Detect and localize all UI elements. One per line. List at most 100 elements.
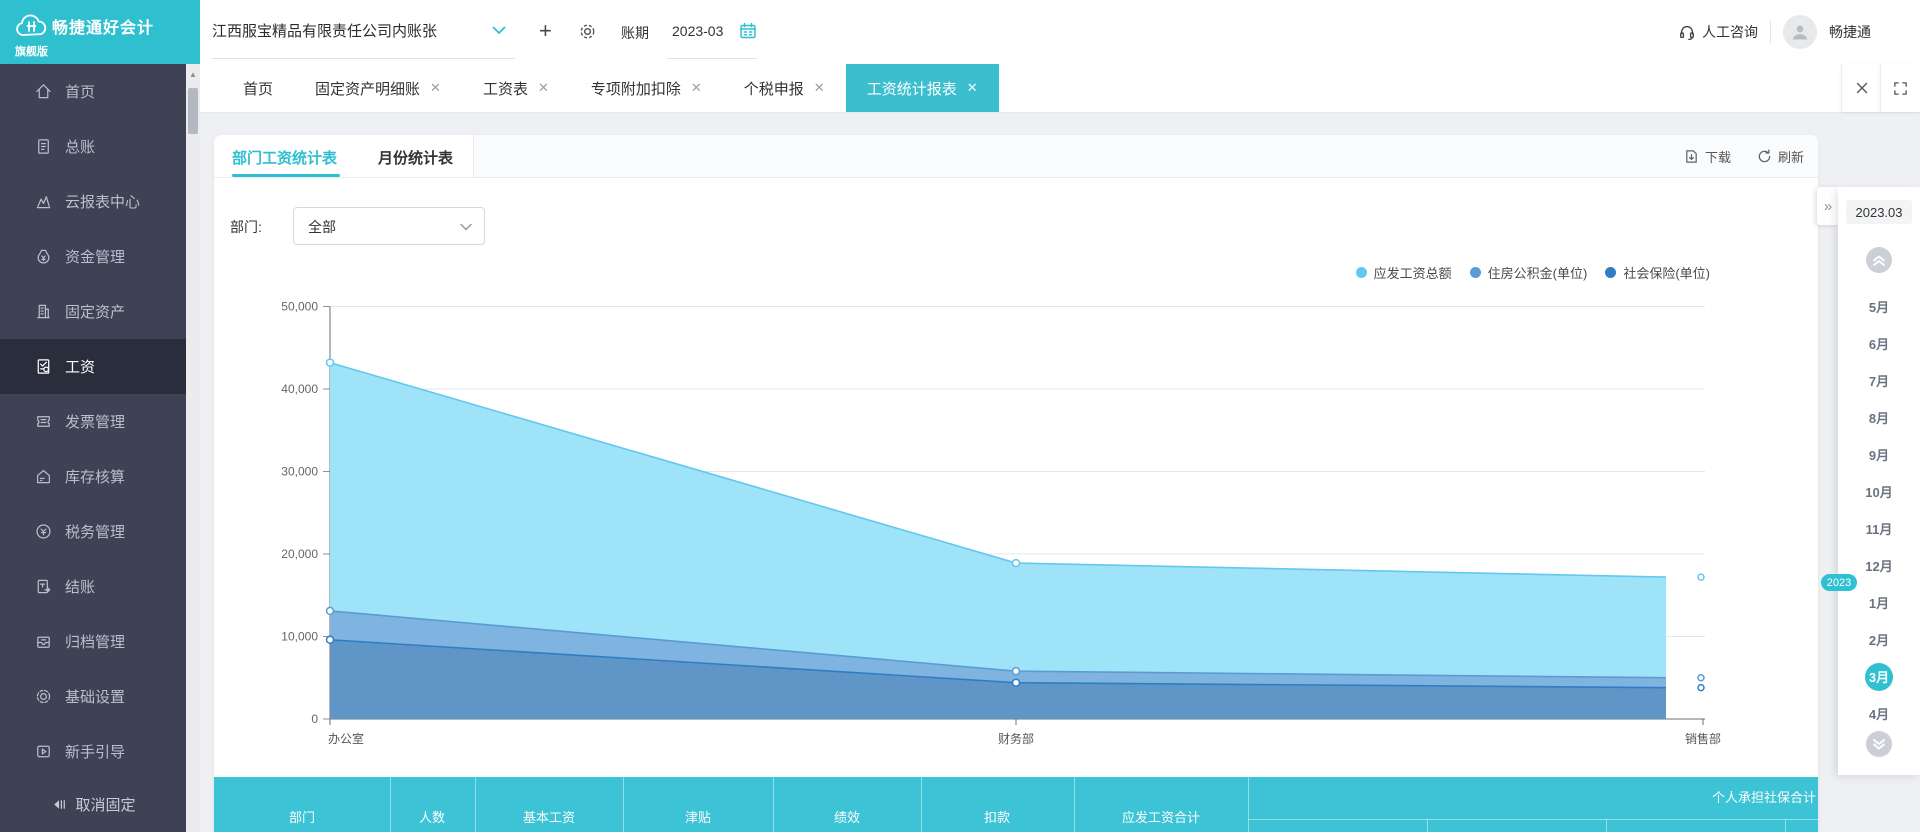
sidebar-item-label: 发票管理 — [65, 414, 126, 431]
sidebar-item-label: 固定资产 — [65, 304, 126, 321]
tab-home[interactable]: 首页 — [222, 64, 294, 112]
month-label: 7月 — [1868, 374, 1890, 389]
sidebar-item-settings[interactable]: 基础设置 — [0, 669, 186, 724]
sidebar-item-label: 首页 — [65, 84, 96, 101]
add-account-button[interactable]: + — [539, 18, 552, 43]
fullscreen-button[interactable] — [1880, 64, 1920, 112]
legend-item[interactable]: 应发工资总额 — [1355, 263, 1452, 282]
company-underline — [212, 58, 515, 59]
company-selector[interactable]: 江西服宝精品有限责任公司内账张 — [212, 23, 438, 40]
company-dropdown-chevron-icon[interactable] — [492, 26, 506, 35]
sidebar-scrollbar[interactable]: ▲ — [186, 64, 200, 832]
sidebar-item-funds[interactable]: 资金管理 — [0, 229, 186, 284]
sidebar-item-inventory[interactable]: 库存核算 — [0, 449, 186, 504]
settings-icon — [36, 689, 51, 704]
sidebar-item-tax[interactable]: 税务管理 — [0, 504, 186, 559]
sidebar-item-home[interactable]: 首页 — [0, 64, 186, 119]
sidebar-unpin-button[interactable]: 取消固定 — [0, 784, 186, 824]
month-item-5[interactable]: 5月 — [1838, 288, 1920, 325]
months-scroll-up-button[interactable] — [1866, 247, 1892, 273]
table-column-divider — [1074, 777, 1075, 832]
download-icon — [1684, 149, 1699, 164]
tab-1[interactable]: 固定资产明细账 ✕ — [294, 64, 462, 112]
tab-label: 个税申报 — [743, 80, 804, 98]
scrollbar-thumb[interactable] — [188, 88, 198, 134]
table-column-divider — [475, 777, 476, 832]
month-item-2[interactable]: 2月 — [1838, 621, 1920, 658]
calendar-icon[interactable] — [739, 22, 757, 40]
legend-label: 社会保险(单位) — [1623, 266, 1710, 281]
brand-logo[interactable]: 畅捷通好会计 旗舰版 — [0, 0, 200, 64]
subtab-month-statistics[interactable]: 月份统计表 — [378, 150, 454, 167]
month-item-6[interactable]: 6月 — [1838, 325, 1920, 362]
table-column-header[interactable]: 部门 — [288, 810, 316, 825]
department-select[interactable]: 全部 — [293, 207, 485, 245]
sidebar-item-general-ledger[interactable]: 总账 — [0, 119, 186, 174]
rail-period-label[interactable]: 2023.03 — [1846, 200, 1912, 224]
unpin-label: 取消固定 — [75, 796, 136, 814]
month-item-7[interactable]: 7月 — [1838, 362, 1920, 399]
period-label: 账期 — [621, 25, 649, 41]
table-column-header[interactable]: 人数 — [418, 810, 446, 825]
subtab-active-underline — [232, 174, 340, 177]
tab-close-icon[interactable]: ✕ — [966, 80, 978, 95]
month-item-12[interactable]: 12月 — [1838, 547, 1920, 584]
svg-text:20,000: 20,000 — [281, 547, 318, 561]
month-item-4[interactable]: 4月 — [1838, 695, 1920, 732]
month-item-10[interactable]: 10月 — [1838, 473, 1920, 510]
tab-2[interactable]: 工资表 ✕ — [462, 64, 570, 112]
salary-area-chart[interactable]: 0 10,000 20,000 30,000 40,000 50,000 办公室 财务部 销售部 — [214, 135, 1818, 775]
month-label: 12月 — [1865, 559, 1893, 574]
scrollbar-up-arrow-icon[interactable]: ▲ — [189, 70, 197, 79]
sidebar-item-closing[interactable]: 结账 — [0, 559, 186, 614]
table-subheader-divider — [1248, 819, 1818, 820]
subtab-department-salary[interactable]: 部门工资统计表 — [232, 150, 338, 167]
sidebar-item-invoice[interactable]: 发票管理 — [0, 394, 186, 449]
user-name[interactable]: 畅捷通 — [1829, 24, 1871, 40]
legend-item[interactable]: 社会保险(单位) — [1605, 263, 1710, 282]
subtab-active-bg — [214, 135, 474, 177]
table-column-header[interactable]: 津贴 — [684, 810, 712, 825]
table-group-column-header[interactable]: 个人承担社保合计 — [1711, 790, 1817, 805]
table-column-header[interactable]: 基本工资 — [522, 810, 576, 825]
tab-close-icon[interactable]: ✕ — [813, 80, 825, 95]
month-item-11[interactable]: 11月 — [1838, 510, 1920, 547]
closing-icon — [37, 579, 51, 594]
sidebar-item-fixed-assets[interactable]: 固定资产 — [0, 284, 186, 339]
table-column-header[interactable]: 扣款 — [983, 810, 1011, 825]
table-column-divider — [921, 777, 922, 832]
help-link[interactable]: 人工咨询 — [1678, 22, 1758, 42]
archive-icon — [37, 636, 50, 648]
month-item-1[interactable]: 1月 — [1838, 584, 1920, 621]
table-column-header[interactable]: 应发工资合计 — [1121, 810, 1201, 825]
settings-gear-icon[interactable] — [578, 22, 597, 41]
close-all-tabs-button[interactable] — [1841, 64, 1881, 112]
download-button[interactable]: 下载 — [1684, 147, 1731, 166]
tab-4[interactable]: 个税申报 ✕ — [723, 64, 846, 112]
month-item-8[interactable]: 8月 — [1838, 399, 1920, 436]
refresh-label: 刷新 — [1777, 149, 1804, 165]
month-item-3[interactable]: 3月 — [1838, 658, 1920, 695]
month-item-9[interactable]: 9月 — [1838, 436, 1920, 473]
table-subcolumn-divider — [1606, 819, 1607, 832]
svg-text:0: 0 — [311, 712, 318, 726]
svg-text:销售部: 销售部 — [1685, 731, 1721, 746]
fixed-assets-icon — [37, 304, 50, 319]
months-scroll-down-button[interactable] — [1866, 731, 1892, 757]
sidebar-item-archive[interactable]: 归档管理 — [0, 614, 186, 669]
sidebar-item-salary[interactable]: 工资 — [0, 339, 186, 394]
avatar[interactable] — [1783, 15, 1817, 49]
tab-close-icon[interactable]: ✕ — [430, 80, 441, 95]
sidebar-item-cloud-reports[interactable]: 云报表中心 — [0, 174, 186, 229]
legend-item[interactable]: 住房公积金(单位) — [1469, 263, 1587, 282]
tab-close-icon[interactable]: ✕ — [690, 80, 702, 95]
period-value[interactable]: 2023-03 — [672, 23, 724, 39]
general-ledger-icon — [38, 139, 49, 154]
tab-close-icon[interactable]: ✕ — [537, 80, 549, 95]
table-column-header[interactable]: 绩效 — [833, 810, 861, 825]
tab-5[interactable]: 工资统计报表 ✕ — [845, 64, 999, 112]
sidebar-item-guide[interactable]: 新手引导 — [0, 724, 186, 779]
tab-3[interactable]: 专项附加扣除 ✕ — [570, 64, 723, 112]
month-rail-collapse-button[interactable]: » — [1817, 187, 1839, 225]
refresh-button[interactable]: 刷新 — [1757, 147, 1804, 166]
